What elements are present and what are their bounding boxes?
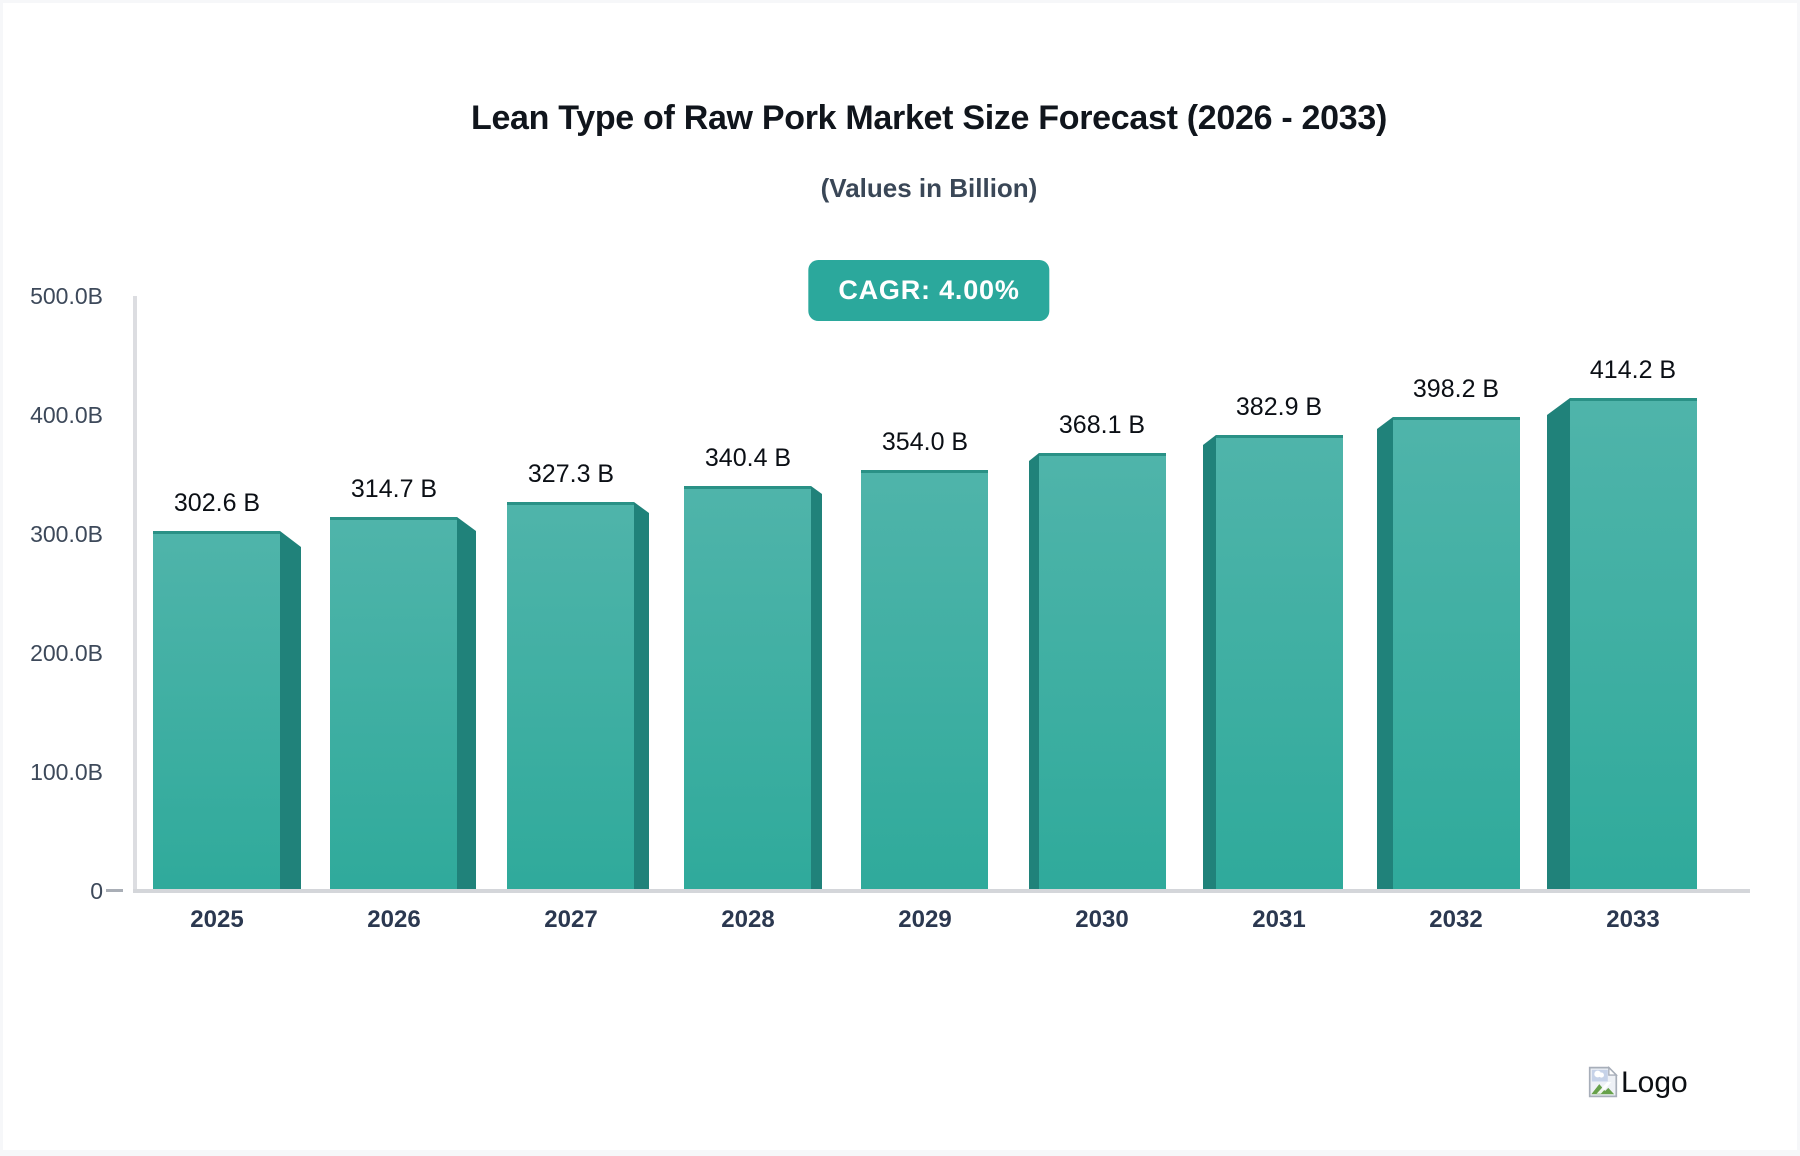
bar-side-2030 bbox=[1029, 453, 1039, 893]
x-tick-label-2028: 2028 bbox=[721, 906, 775, 933]
chart-root: Lean Type of Raw Pork Market Size Foreca… bbox=[3, 3, 1797, 1150]
x-tick-label-2027: 2027 bbox=[544, 906, 598, 933]
bar-2033[interactable] bbox=[1570, 398, 1697, 893]
y-tick-label-300.0B: 300.0B bbox=[30, 521, 103, 547]
y-tick-label-500.0B: 500.0B bbox=[30, 283, 103, 309]
bar-value-label-2032: 398.2 B bbox=[1412, 375, 1500, 403]
bar-value-label-2030: 368.1 B bbox=[1058, 411, 1146, 439]
bar-side-2033 bbox=[1547, 398, 1570, 893]
bar-2031[interactable] bbox=[1216, 435, 1343, 893]
bar-value-label-2028: 340.4 B bbox=[704, 444, 792, 472]
bar-2028[interactable] bbox=[684, 486, 811, 893]
y-tick-label-0: 0 bbox=[90, 878, 103, 904]
x-tick-label-2032: 2032 bbox=[1429, 906, 1483, 933]
logo-text: Logo bbox=[1621, 1066, 1688, 1099]
x-tick-label-2030: 2030 bbox=[1075, 906, 1129, 933]
x-tick-label-2025: 2025 bbox=[190, 906, 244, 933]
y-tick-label-400.0B: 400.0B bbox=[30, 402, 103, 428]
chart-card: Lean Type of Raw Pork Market Size Foreca… bbox=[3, 3, 1797, 1150]
y-tick-label-200.0B: 200.0B bbox=[30, 640, 103, 666]
x-axis-line bbox=[133, 889, 1750, 893]
chart-subtitle: (Values in Billion) bbox=[820, 173, 1038, 203]
bar-side-2032 bbox=[1377, 417, 1393, 893]
bar-value-label-2025: 302.6 B bbox=[173, 489, 261, 517]
logo: Logo bbox=[1586, 1065, 1688, 1104]
x-tick-label-2026: 2026 bbox=[367, 906, 421, 933]
bar-value-label-2029: 354.0 B bbox=[881, 428, 969, 456]
bar-side-2025 bbox=[280, 531, 301, 893]
bar-2032[interactable] bbox=[1393, 417, 1520, 893]
bar-2029[interactable] bbox=[861, 470, 988, 893]
x-tick-label-2033: 2033 bbox=[1606, 906, 1660, 933]
y-axis-line bbox=[133, 296, 137, 893]
broken-image-icon bbox=[1586, 1065, 1620, 1104]
bar-side-2026 bbox=[457, 517, 476, 893]
bar-side-2028 bbox=[811, 486, 822, 893]
zero-tick-mark bbox=[106, 889, 123, 892]
chart-title: Lean Type of Raw Pork Market Size Foreca… bbox=[470, 99, 1388, 137]
bar-value-label-2033: 414.2 B bbox=[1589, 356, 1677, 384]
y-tick-label-100.0B: 100.0B bbox=[30, 759, 103, 785]
bar-value-label-2026: 314.7 B bbox=[350, 475, 438, 503]
x-tick-label-2029: 2029 bbox=[898, 906, 952, 933]
bar-value-label-2027: 327.3 B bbox=[527, 460, 615, 488]
bar-2027[interactable] bbox=[507, 502, 634, 893]
x-tick-label-2031: 2031 bbox=[1252, 906, 1306, 933]
cagr-badge: CAGR: 4.00% bbox=[808, 260, 1050, 321]
bar-value-label-2031: 382.9 B bbox=[1235, 393, 1323, 421]
bar-side-2027 bbox=[634, 502, 649, 893]
bar-side-2031 bbox=[1203, 435, 1216, 893]
bar-2030[interactable] bbox=[1039, 453, 1166, 893]
bar-2026[interactable] bbox=[330, 517, 457, 893]
bar-2025[interactable] bbox=[153, 531, 280, 893]
